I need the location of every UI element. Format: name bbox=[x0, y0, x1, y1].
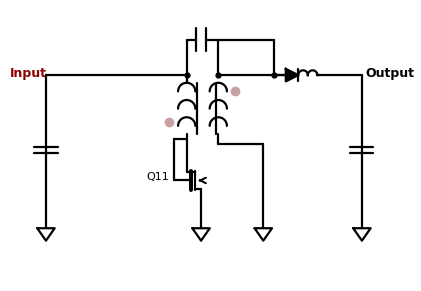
Polygon shape bbox=[255, 228, 272, 241]
Polygon shape bbox=[37, 228, 55, 241]
Text: Q11: Q11 bbox=[147, 172, 170, 182]
Polygon shape bbox=[286, 69, 298, 81]
Text: Input: Input bbox=[10, 67, 47, 80]
Polygon shape bbox=[353, 228, 370, 241]
Polygon shape bbox=[192, 228, 210, 241]
Text: Output: Output bbox=[366, 67, 415, 80]
